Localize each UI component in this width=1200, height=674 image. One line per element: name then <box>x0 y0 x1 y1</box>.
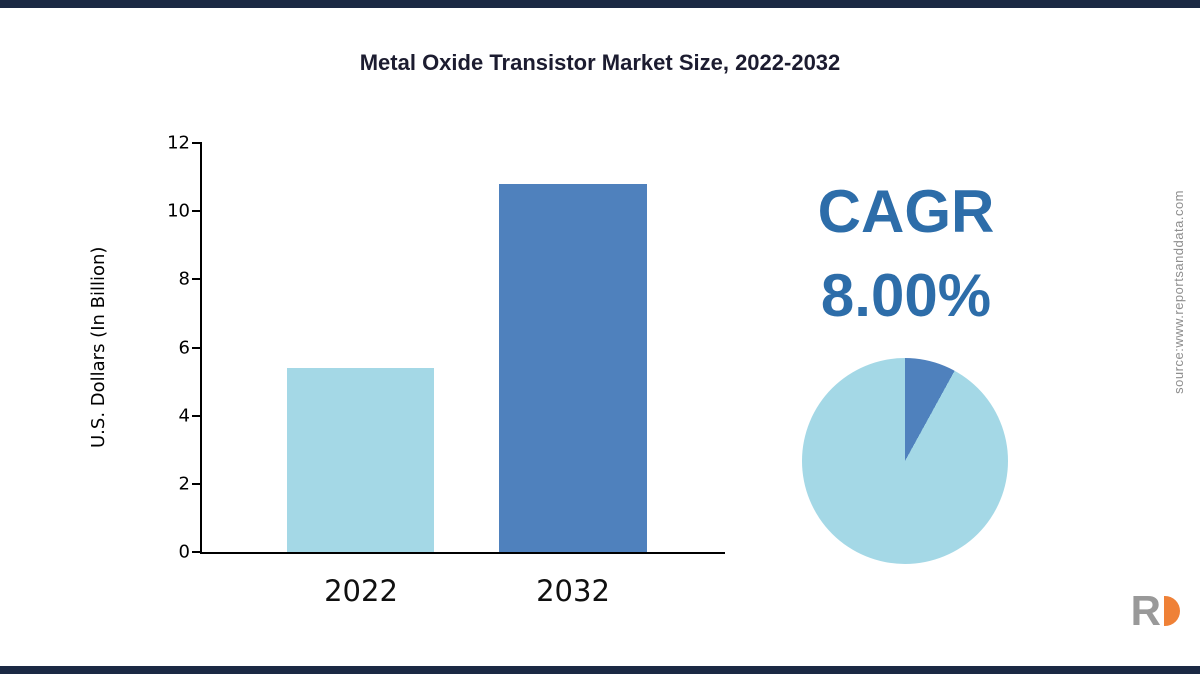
source-attribution: source:www.reportsanddata.com <box>1171 190 1186 394</box>
x-category-label-2032: 2032 <box>536 574 610 608</box>
y-axis-tick-label: 6 <box>178 337 190 358</box>
y-axis-tick-label: 4 <box>178 405 190 427</box>
x-category-label-2022: 2022 <box>324 574 398 608</box>
y-axis-tick-label: 2 <box>178 473 190 495</box>
y-axis-label: U.S. Dollars (In Billion) <box>88 246 109 449</box>
y-axis-tick-mark <box>192 210 202 213</box>
cagr-pie <box>802 358 1008 564</box>
y-axis-tick-mark <box>192 414 202 417</box>
cagr-block: CAGR 8.00% <box>770 170 1042 338</box>
logo-d-mark <box>1164 596 1180 626</box>
y-axis-tick-label: 8 <box>178 268 190 290</box>
cagr-value: 8.00% <box>820 262 992 329</box>
cagr-label: CAGR <box>817 178 995 245</box>
y-axis-tick-mark <box>192 482 202 485</box>
top-border-bar <box>0 0 1200 8</box>
y-axis-tick-mark <box>192 346 202 349</box>
y-axis-tick-mark <box>192 278 202 281</box>
y-axis-tick-mark <box>192 142 202 144</box>
y-axis-tick-mark <box>192 551 202 553</box>
bar-2032 <box>499 183 647 552</box>
y-axis-tick-label: 0 <box>178 541 190 563</box>
plot-area: 2022 2032 0 2 4 6 8 10 12 <box>167 133 725 608</box>
bar-2022 <box>287 367 434 552</box>
y-axis-tick-label: 10 <box>167 200 190 222</box>
bottom-border-bar <box>0 666 1200 674</box>
chart-title: Metal Oxide Transistor Market Size, 2022… <box>359 50 841 75</box>
y-axis-tick-label: 12 <box>167 132 190 154</box>
brand-logo: R <box>1131 590 1180 632</box>
logo-letter-r: R <box>1130 587 1161 634</box>
